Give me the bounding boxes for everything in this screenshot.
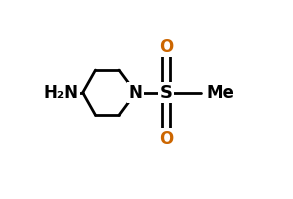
Text: N: N <box>129 84 143 102</box>
Text: S: S <box>160 84 173 102</box>
Text: O: O <box>159 130 173 148</box>
Text: Me: Me <box>206 84 234 102</box>
Text: H₂N: H₂N <box>44 84 79 102</box>
Text: O: O <box>159 38 173 56</box>
